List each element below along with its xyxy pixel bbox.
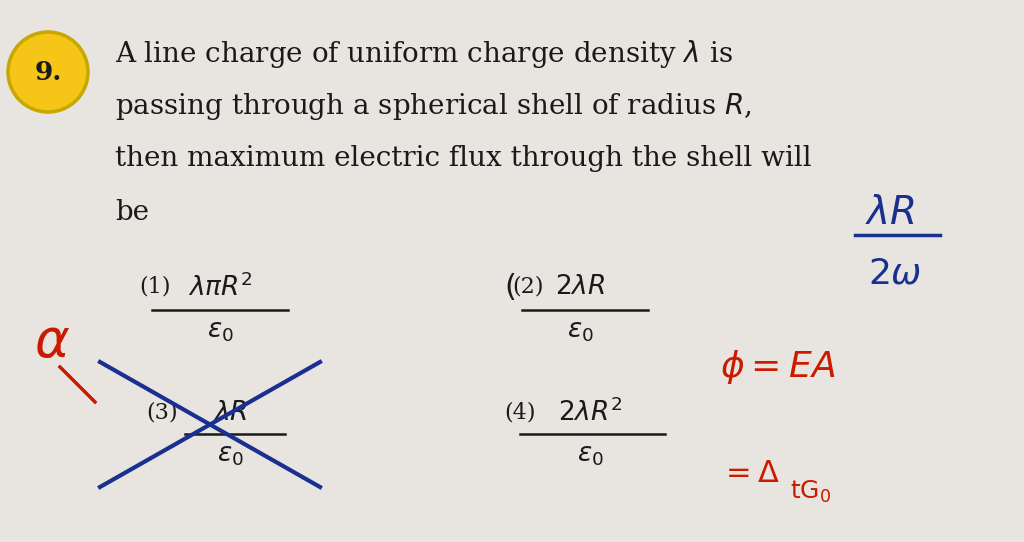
Text: $\lambda\pi R^2$: $\lambda\pi R^2$ (187, 273, 253, 301)
Text: $\phi = EA$: $\phi = EA$ (720, 348, 836, 386)
Text: $\mathsf{(}$: $\mathsf{(}$ (504, 272, 516, 302)
Text: then maximum electric flux through the shell will: then maximum electric flux through the s… (115, 145, 812, 172)
Circle shape (8, 32, 88, 112)
Text: $\varepsilon_0$: $\varepsilon_0$ (217, 443, 244, 468)
Text: (2): (2) (512, 276, 544, 298)
Text: $2\lambda R$: $2\lambda R$ (555, 274, 605, 300)
Text: $\lambda R$: $\lambda R$ (213, 399, 248, 424)
Text: $\mathsf{tG_0}$: $\mathsf{tG_0}$ (790, 479, 831, 505)
Text: $\lambda R$: $\lambda R$ (865, 194, 915, 232)
Text: $\varepsilon_0$: $\varepsilon_0$ (577, 443, 603, 468)
Text: $\varepsilon_0$: $\varepsilon_0$ (207, 319, 233, 345)
Text: (3): (3) (146, 401, 178, 423)
Text: 9.: 9. (35, 60, 61, 85)
Text: A line charge of uniform charge density $\lambda$ is: A line charge of uniform charge density … (115, 38, 733, 70)
Text: $= \Delta$: $= \Delta$ (720, 459, 780, 489)
Text: $2\omega$: $2\omega$ (868, 257, 922, 291)
Text: passing through a spherical shell of radius $R$,: passing through a spherical shell of rad… (115, 92, 752, 122)
Text: $2\lambda R^2$: $2\lambda R^2$ (558, 398, 623, 426)
Text: $\varepsilon_0$: $\varepsilon_0$ (566, 319, 593, 345)
Text: $\alpha$: $\alpha$ (34, 317, 70, 367)
Text: be: be (115, 198, 150, 225)
Text: (4): (4) (504, 401, 536, 423)
Text: (1): (1) (139, 276, 171, 298)
